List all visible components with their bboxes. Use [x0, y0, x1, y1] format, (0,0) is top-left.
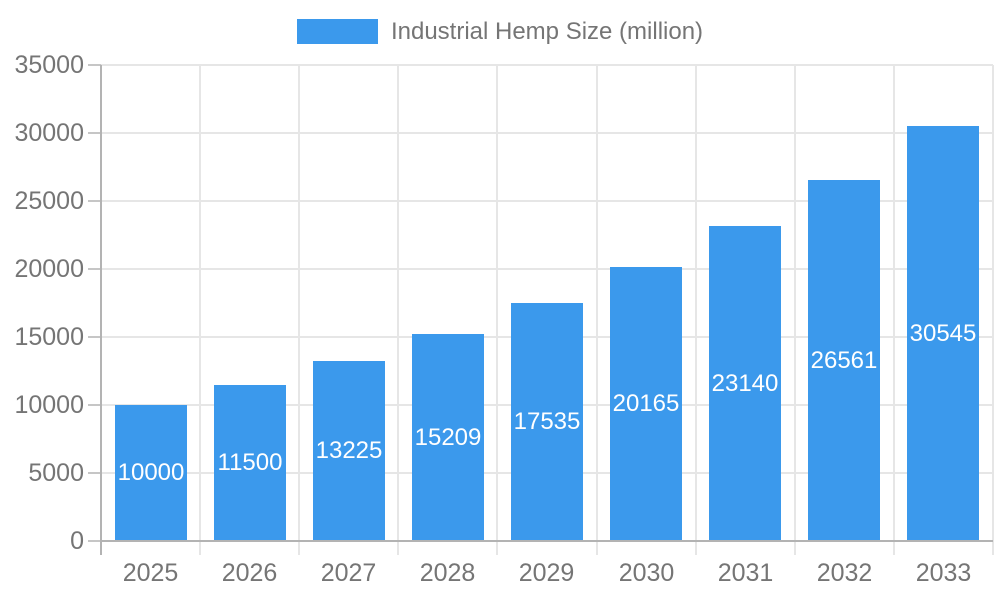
y-gridline: [101, 268, 993, 270]
y-axis-tick: [88, 472, 101, 474]
bar[interactable]: 10000: [115, 405, 187, 541]
x-gridline: [298, 65, 300, 555]
y-axis-label: 0: [70, 527, 84, 555]
y-gridline: [101, 200, 993, 202]
y-axis-label: 15000: [14, 323, 84, 351]
x-axis-label: 2029: [518, 559, 575, 587]
bar-value-label: 11500: [217, 449, 283, 476]
x-gridline: [893, 65, 895, 555]
x-axis-label: 2031: [717, 559, 774, 587]
bar[interactable]: 30545: [907, 126, 979, 541]
x-axis-label: 2025: [122, 559, 179, 587]
bar[interactable]: 17535: [511, 303, 583, 541]
bar-value-label: 17535: [513, 408, 581, 435]
y-axis-label: 25000: [14, 187, 84, 215]
bar-value-label: 26561: [810, 346, 878, 374]
y-gridline: [101, 132, 993, 134]
y-axis-label: 20000: [14, 255, 84, 283]
x-axis-line: [101, 540, 993, 542]
y-axis-tick: [88, 404, 101, 406]
x-axis-label: 2027: [320, 559, 377, 587]
bar[interactable]: 13225: [313, 361, 385, 541]
y-axis-tick: [88, 200, 101, 202]
x-axis-label: 2032: [816, 559, 873, 587]
plot-area: 0 5000 10000 15000 20000 25000 30000 35000 10000…: [14, 51, 994, 587]
y-axis-tick: [88, 64, 101, 66]
x-axis-label: 2028: [419, 559, 476, 587]
bar-value-label: 10000: [117, 459, 185, 486]
x-axis-label: 2026: [221, 559, 278, 587]
x-gridline: [596, 65, 598, 555]
legend-series-label: Industrial Hemp Size (million): [390, 18, 704, 45]
x-gridline: [199, 65, 201, 555]
bar[interactable]: 26561: [808, 180, 880, 541]
y-axis-label: 35000: [14, 51, 84, 79]
bar[interactable]: 15209: [412, 334, 484, 541]
x-gridline: [992, 65, 994, 555]
bar-value-label: 30545: [909, 319, 977, 347]
bar-value-label: 15209: [414, 423, 482, 451]
x-axis-label: 2030: [618, 559, 675, 587]
bar[interactable]: 20165: [610, 267, 682, 541]
y-axis-tick: [88, 132, 101, 134]
y-axis-line: [100, 65, 102, 555]
y-axis-label: 5000: [28, 459, 84, 487]
x-gridline: [695, 65, 697, 555]
x-gridline: [397, 65, 399, 555]
y-axis-label: 30000: [14, 119, 84, 147]
x-gridline: [496, 65, 498, 555]
y-axis-tick: [88, 336, 101, 338]
y-gridline: [101, 64, 993, 66]
legend-swatch: [296, 19, 378, 44]
bar-value-label: 20165: [612, 390, 680, 417]
x-gridline: [794, 65, 796, 555]
x-axis-label: 2033: [915, 559, 972, 587]
bar[interactable]: 23140: [709, 226, 781, 541]
y-axis-tick: [88, 540, 101, 542]
bar-value-label: 13225: [315, 437, 383, 464]
bar-value-label: 23140: [711, 369, 779, 397]
chart-legend: Industrial Hemp Size (million): [0, 19, 1000, 44]
y-axis-tick: [88, 268, 101, 270]
y-axis-label: 10000: [14, 391, 84, 419]
bar[interactable]: 11500: [214, 385, 286, 541]
